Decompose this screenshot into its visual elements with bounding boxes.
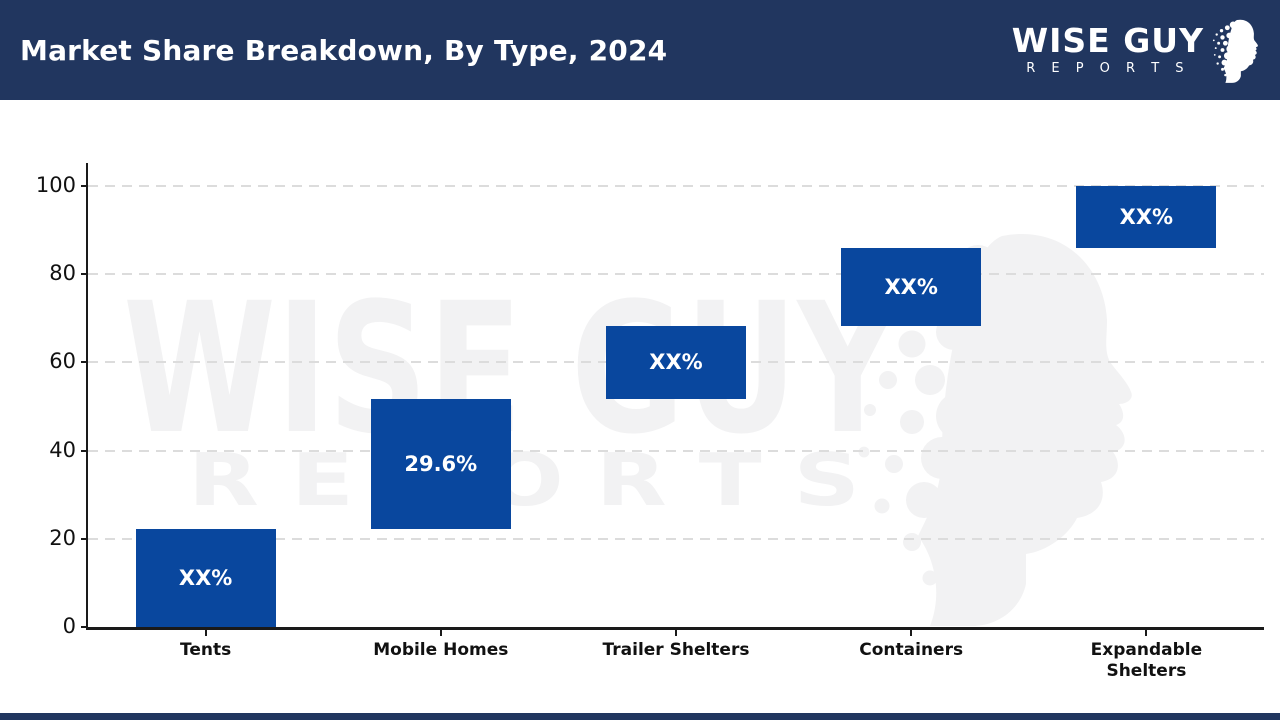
- logo-wordmark: WISE GUY: [1011, 21, 1204, 61]
- x-axis-tick: [675, 629, 677, 636]
- brand-logo: WISE GUY R E P O R T S: [1012, 15, 1266, 85]
- y-axis-tick: [81, 273, 88, 276]
- x-axis-category-label: Mobile Homes: [373, 640, 509, 660]
- y-gridline: [88, 273, 1264, 276]
- footer-bar: [0, 713, 1280, 720]
- header-bar: Market Share Breakdown, By Type, 2024 WI…: [0, 0, 1280, 100]
- y-axis-tick: [81, 361, 88, 364]
- bar-value-label: XX%: [178, 566, 233, 591]
- plot-area: 0 20 40 60 80 100 XX% Tents 29.6% Mobile Homes XX%…: [0, 100, 1280, 713]
- waterfall-bar: XX%: [841, 248, 982, 327]
- y-axis-tick: [81, 537, 88, 540]
- bar-value-label: XX%: [1119, 205, 1174, 230]
- x-axis-tick: [439, 629, 442, 636]
- y-axis-tick: [81, 626, 88, 628]
- chart-title: Market Share Breakdown, By Type, 2024: [20, 33, 668, 67]
- waterfall-bar: XX%: [606, 326, 746, 399]
- logo-face-icon: [1212, 19, 1258, 83]
- y-axis-tick-label: 20: [49, 525, 76, 550]
- y-axis-line: [86, 163, 88, 630]
- x-axis-tick: [910, 629, 913, 636]
- brand-logo-text: WISE GUY R E P O R T S: [1012, 24, 1204, 76]
- bar-value-label: 29.6%: [404, 451, 478, 476]
- y-axis-tick-label: 80: [49, 261, 76, 286]
- x-axis-tick: [1145, 629, 1148, 636]
- x-axis-category-label: Expandable Shelters: [1090, 640, 1203, 682]
- y-axis-tick-label: 60: [49, 349, 76, 374]
- x-axis-tick: [204, 629, 207, 636]
- y-axis-tick: [81, 185, 88, 187]
- y-axis-tick-label: 0: [62, 614, 76, 638]
- x-axis-category-label: Tents: [179, 640, 232, 660]
- x-axis-line: [86, 627, 1264, 630]
- y-axis-tick: [81, 449, 88, 452]
- x-axis-category-label: Containers: [859, 640, 964, 660]
- y-axis-tick-label: 100: [35, 173, 76, 197]
- logo-subtitle: R E P O R T S: [1026, 60, 1190, 76]
- waterfall-bar: XX%: [1076, 186, 1217, 249]
- chart-area: WISE GUY R E P O R T S 0 20 40 60 80 100 XX% Te…: [0, 100, 1280, 713]
- y-gridline: [88, 537, 1264, 540]
- y-gridline: [88, 449, 1264, 452]
- y-gridline: [88, 185, 1264, 187]
- y-axis-tick-label: 40: [49, 437, 76, 462]
- bar-value-label: XX%: [649, 350, 703, 375]
- bar-value-label: XX%: [884, 275, 938, 300]
- waterfall-bar: 29.6%: [370, 398, 511, 530]
- waterfall-bar: XX%: [135, 529, 276, 627]
- x-axis-category-label: Trailer Shelters: [602, 640, 750, 660]
